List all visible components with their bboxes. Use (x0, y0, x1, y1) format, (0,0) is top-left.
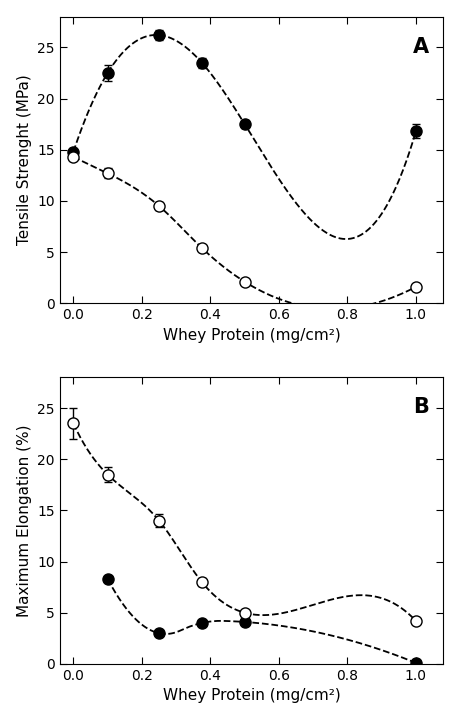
Text: A: A (412, 37, 428, 57)
Text: B: B (412, 397, 428, 418)
Y-axis label: Tensile Strenght (MPa): Tensile Strenght (MPa) (17, 75, 32, 246)
Y-axis label: Maximum Elongation (%): Maximum Elongation (%) (17, 424, 32, 617)
X-axis label: Whey Protein (mg/cm²): Whey Protein (mg/cm²) (162, 688, 340, 703)
X-axis label: Whey Protein (mg/cm²): Whey Protein (mg/cm²) (162, 328, 340, 343)
